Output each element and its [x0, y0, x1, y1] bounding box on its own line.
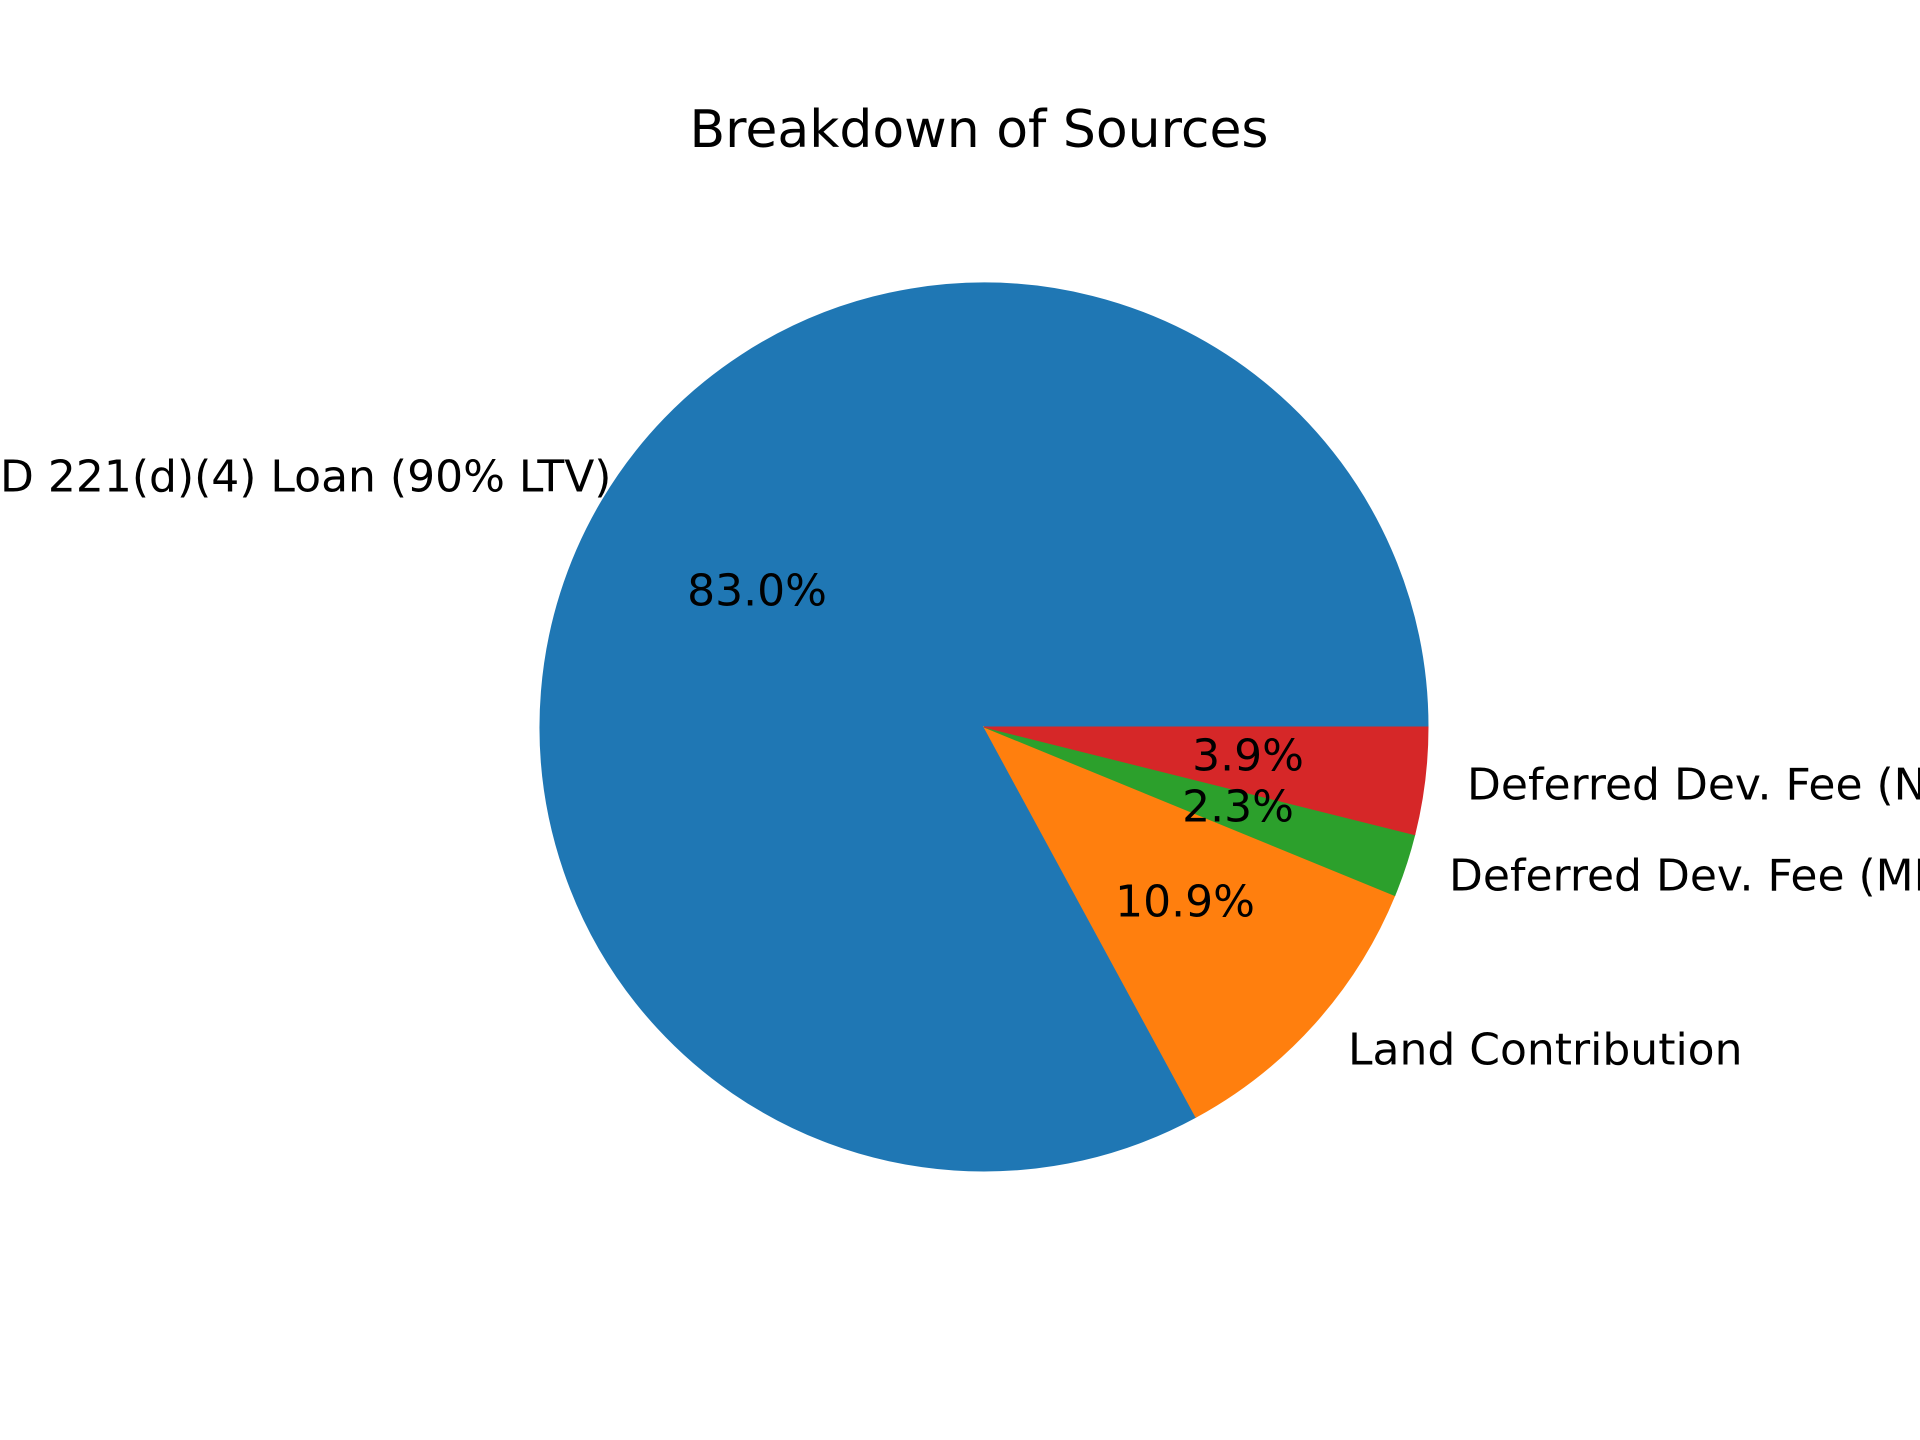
- pie-slice-1: [982, 726, 1396, 1118]
- chart-title: Breakdown of Sources: [689, 100, 1269, 160]
- slice-label-land-contribution: Land Contribution: [1348, 1024, 1743, 1076]
- slice-label-hud-loan: D 221(d)(4) Loan (90% LTV): [0, 451, 612, 503]
- slice-label-deferred-dev-fee-mh: Deferred Dev. Fee (MH: [1449, 850, 1920, 902]
- pct-label-deferred-dev-fee-mh: 2.3%: [1182, 781, 1294, 833]
- pct-label-deferred-dev-fee-no: 3.9%: [1192, 730, 1304, 782]
- pct-label-land-contribution: 10.9%: [1115, 876, 1255, 928]
- slice-label-deferred-dev-fee-no: Deferred Dev. Fee (No: [1467, 759, 1920, 811]
- pie-slice-3: [983, 726, 1429, 836]
- pct-label-hud-loan: 83.0%: [687, 565, 827, 617]
